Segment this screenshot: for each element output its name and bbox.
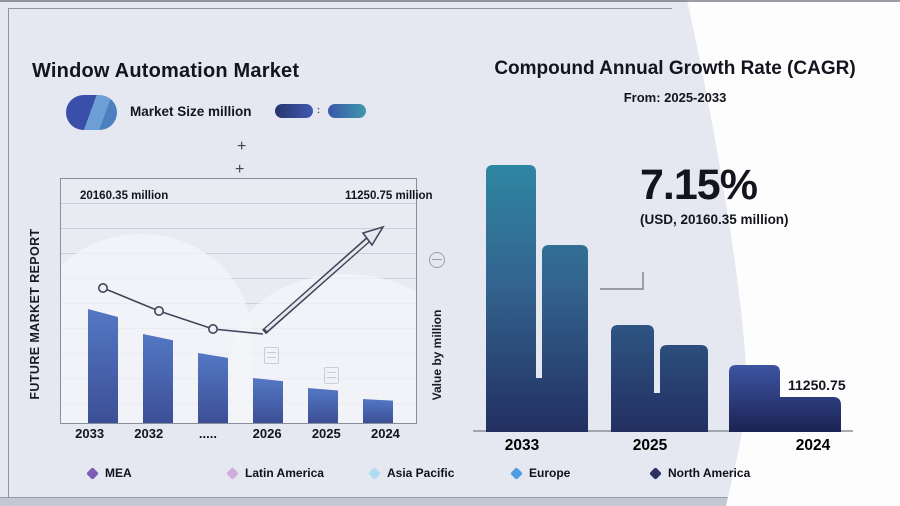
- right-x-label: 2025: [632, 437, 668, 454]
- bottom-strip: [0, 497, 900, 506]
- legend-item-north-america: North America: [649, 466, 751, 480]
- bar-2032: [143, 334, 173, 423]
- ratio-pill-dark: [275, 104, 313, 118]
- white-sweep-shape: [687, 0, 900, 506]
- right-x-label: 2024: [795, 437, 831, 454]
- legend-item-asia-pacific: Asia Pacific: [368, 466, 455, 480]
- legend-item-mea: MEA: [86, 466, 132, 480]
- bar-2025-base: [654, 393, 660, 432]
- bar-2025-primary: [611, 325, 654, 432]
- bar-2025-secondary: [660, 345, 708, 432]
- x-label: 2026: [252, 426, 282, 441]
- plus-mark: +: [235, 161, 245, 178]
- legend-label: Asia Pacific: [387, 466, 455, 480]
- right-panel-title: Compound Annual Growth Rate (CAGR): [494, 58, 856, 79]
- ratio-pill-teal: [328, 104, 366, 118]
- left-chart-min-value: 11250.75 million: [345, 190, 433, 202]
- left-panel-title: Window Automation Market: [32, 60, 300, 82]
- legend-label: Europe: [529, 466, 571, 480]
- market-size-legend-label: Market Size million: [130, 104, 252, 119]
- bar-2024: [363, 399, 393, 423]
- growth-arrow-shaft-inner: [265, 238, 369, 332]
- top-edge-line: [0, 0, 900, 2]
- x-label: 2032: [134, 426, 164, 441]
- y-axis-label-brand: FUTURE MARKET REPORT: [28, 228, 42, 400]
- x-label: 2025: [311, 426, 341, 441]
- x-label: .....: [198, 426, 217, 441]
- market-size-bar-chart: [60, 178, 417, 424]
- bar-dots: [198, 353, 228, 423]
- bar-2025: [308, 388, 338, 423]
- callout-bracket: [600, 272, 644, 290]
- legend-item-latin-america: Latin America: [226, 466, 324, 480]
- right-x-label: 2033: [504, 437, 540, 454]
- trend-line: [102, 287, 264, 335]
- legend-diamond-icon: [226, 466, 239, 480]
- minus-circle-icon: [429, 252, 445, 268]
- bar-2033-primary: [486, 165, 536, 432]
- legend-label: MEA: [105, 466, 132, 480]
- x-label: 2024: [370, 426, 400, 441]
- trend-marker: [97, 283, 108, 294]
- x-label: 2033: [75, 426, 105, 441]
- legend-label: Latin America: [245, 466, 324, 480]
- right-panel-subtitle: From: 2025-2033: [623, 90, 727, 105]
- legend-diamond-icon: [86, 466, 99, 480]
- legend-diamond-icon: [368, 466, 381, 480]
- legend-diamond-icon: [649, 466, 662, 480]
- trend-line-overlay: [97, 225, 385, 335]
- plus-mark: +: [237, 138, 247, 155]
- ratio-separator: :: [317, 105, 320, 115]
- right-chart-value-label: 11250.75: [788, 377, 846, 393]
- cagr-bar-chart: [473, 165, 853, 432]
- left-chart-max-value: 20160.35 million: [80, 190, 169, 202]
- bar-2033: [88, 309, 118, 423]
- y-axis-label-value: Value by million: [430, 309, 444, 401]
- legend-diamond-icon: [510, 466, 523, 480]
- trend-marker: [154, 306, 165, 317]
- bar-2024-group: [729, 365, 841, 432]
- legend-label: North America: [668, 466, 751, 480]
- capsule-icon: [66, 95, 117, 130]
- growth-arrow-head: [361, 225, 385, 247]
- frame-line-top: [8, 8, 672, 9]
- legend-item-europe: Europe: [510, 466, 571, 480]
- left-chart-x-axis: 2033 2032 ..... 2026 2025 2024: [60, 426, 415, 441]
- bar-2033-base: [536, 378, 542, 432]
- watermark-document-icon: [264, 347, 279, 364]
- trend-marker: [208, 324, 219, 335]
- cagr-detail: (USD, 20160.35 million): [640, 212, 789, 227]
- watermark-document-icon: [324, 367, 339, 384]
- bar-2026: [253, 378, 283, 423]
- bar-2033-secondary: [542, 245, 588, 432]
- frame-line-left: [8, 8, 9, 498]
- cagr-value: 7.15%: [640, 161, 758, 209]
